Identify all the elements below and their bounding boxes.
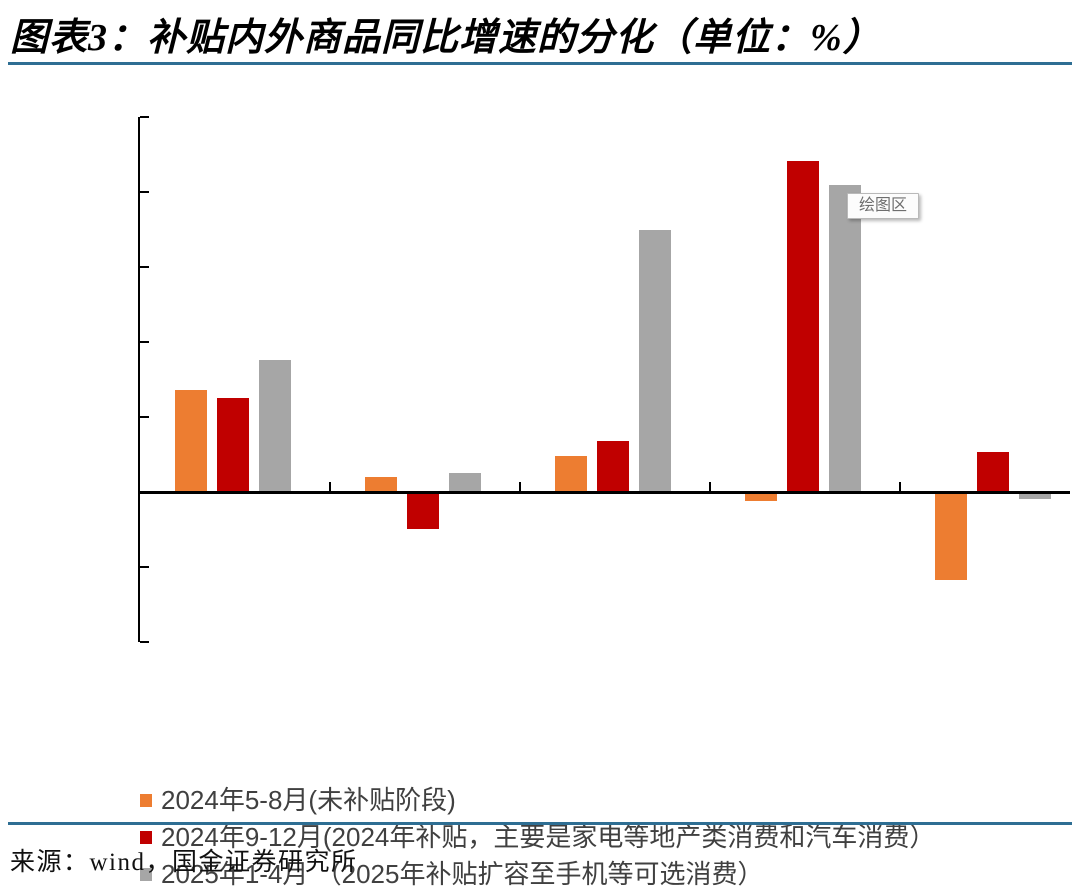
title-divider (8, 62, 1072, 65)
y-axis-tick (140, 566, 149, 568)
page-title: 图表3：补贴内外商品同比增速的分化（单位：%） (10, 17, 882, 59)
y-axis-tick-label (28, 325, 128, 359)
legend-swatch (140, 830, 152, 844)
legend-swatch (140, 867, 152, 881)
bar-3-2[interactable] (449, 472, 481, 492)
legend-label: 2024年5-8月(未补贴阶段) (161, 785, 456, 815)
x-axis-line (138, 491, 1070, 494)
y-axis-tick-label (28, 250, 128, 284)
bar-1-2[interactable] (365, 477, 397, 492)
y-axis-line (138, 117, 140, 642)
legend-label: 2025年1-4月 （2025年补贴扩容至手机等可选消费） (161, 859, 764, 889)
y-axis-tick (140, 116, 149, 118)
plot-area-tooltip: 绘图区 (847, 193, 920, 219)
bar-1-1[interactable] (175, 390, 207, 492)
bar-2-3[interactable] (597, 441, 629, 492)
bar-1-4[interactable] (745, 493, 777, 501)
x-axis-tick (899, 482, 901, 492)
x-category-label (520, 744, 710, 778)
bar-3-5[interactable] (1019, 493, 1051, 499)
legend-label: 2024年9-12月(2024年补贴，主要是家电等地产类消费和汽车消费） (161, 822, 936, 852)
y-axis-tick (140, 266, 149, 268)
y-axis-tick (140, 341, 149, 343)
x-category-label (710, 744, 900, 778)
legend-item[interactable]: 2024年5-8月(未补贴阶段) (140, 784, 456, 816)
x-axis-tick (519, 482, 521, 492)
x-axis-tick (709, 482, 711, 492)
bar-1-3[interactable] (555, 456, 587, 492)
bar-2-2[interactable] (407, 493, 439, 529)
bar-3-4[interactable] (829, 184, 861, 492)
y-axis-tick-label (28, 625, 128, 659)
bar-1-5[interactable] (935, 493, 967, 580)
y-axis-tick-label (28, 400, 128, 434)
y-axis-tick-label (28, 475, 128, 509)
plot-area[interactable]: 2024年5-8月(未补贴阶段) 2024年9-12月(2024年补贴，主要是家电… (0, 80, 1080, 889)
legend-swatch (140, 793, 152, 807)
x-axis-tick (329, 482, 331, 492)
source-note: 来源：wind，国金证券研究所 (10, 849, 358, 876)
bar-3-3[interactable] (639, 229, 671, 492)
legend-item[interactable]: 2024年9-12月(2024年补贴，主要是家电等地产类消费和汽车消费） (140, 821, 935, 853)
y-axis-tick (140, 641, 149, 643)
y-axis-tick (140, 416, 149, 418)
y-axis-tick (140, 191, 149, 193)
y-axis-tick-label (28, 550, 128, 584)
x-category-label (140, 744, 330, 778)
bar-2-5[interactable] (977, 451, 1009, 492)
y-axis-tick-label (28, 100, 128, 134)
bar-3-1[interactable] (259, 360, 291, 492)
bar-2-4[interactable] (787, 160, 819, 492)
bar-2-1[interactable] (217, 397, 249, 492)
x-category-label (330, 744, 520, 778)
x-category-label (900, 744, 1070, 778)
legend-item[interactable]: 2025年1-4月 （2025年补贴扩容至手机等可选消费） (140, 858, 763, 890)
y-axis-tick-label (28, 175, 128, 209)
footer-divider (8, 822, 1072, 825)
